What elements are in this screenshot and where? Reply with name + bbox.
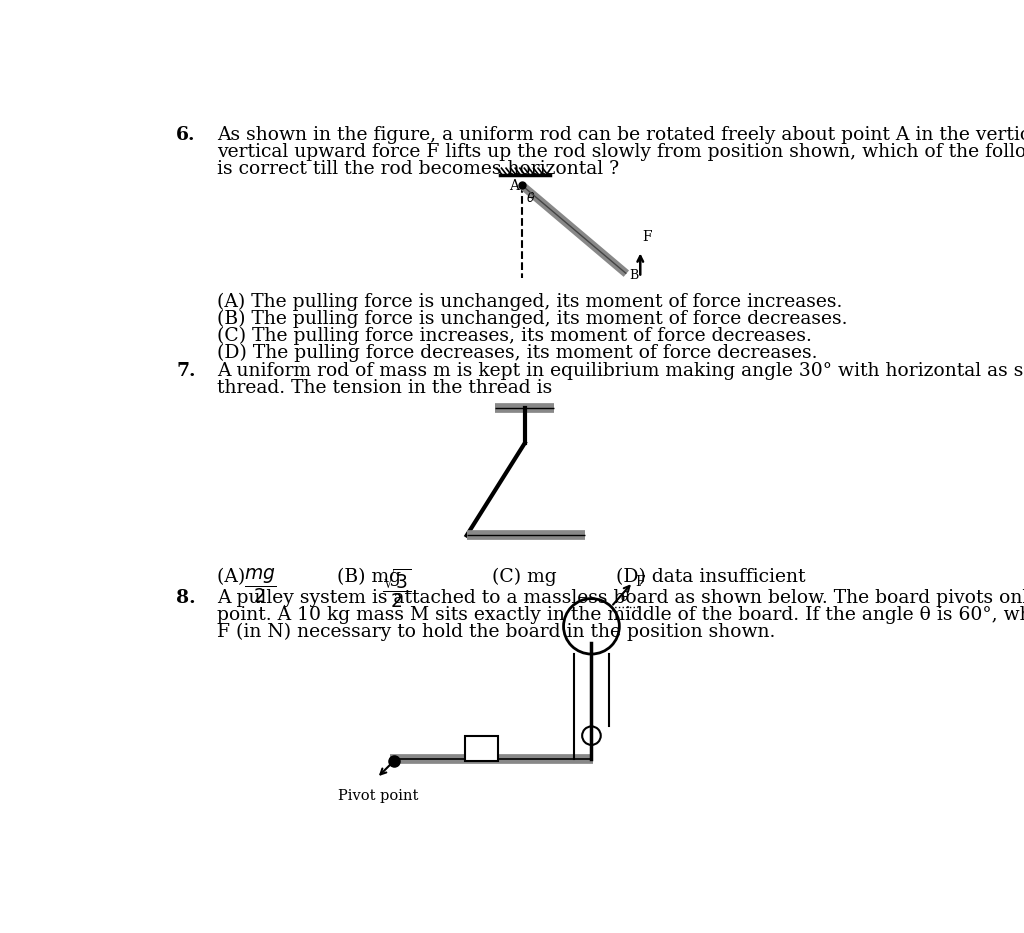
- Text: (C) mg: (C) mg: [493, 568, 557, 586]
- Text: A pulley system is attached to a massless board as shown below. The board pivots: A pulley system is attached to a massles…: [217, 590, 1024, 607]
- Text: M: M: [473, 742, 489, 756]
- Text: (C) The pulling force increases, its moment of force decreases.: (C) The pulling force increases, its mom…: [217, 327, 812, 345]
- Text: (D) The pulling force decreases, its moment of force decreases.: (D) The pulling force decreases, its mom…: [217, 343, 817, 362]
- Text: $\theta$: $\theta$: [621, 590, 630, 604]
- Text: (A): (A): [217, 568, 251, 586]
- Text: $\dfrac{\sqrt{3}}{2}$: $\dfrac{\sqrt{3}}{2}$: [382, 566, 412, 610]
- Text: (A) The pulling force is unchanged, its moment of force increases.: (A) The pulling force is unchanged, its …: [217, 293, 843, 312]
- Text: B: B: [630, 269, 639, 282]
- Text: A: A: [509, 179, 519, 193]
- Text: $\theta$: $\theta$: [525, 191, 535, 205]
- Text: Pivot point: Pivot point: [338, 788, 419, 802]
- Text: (D) data insufficient: (D) data insufficient: [616, 568, 806, 586]
- Text: (B) mg: (B) mg: [337, 568, 401, 586]
- Text: $\dfrac{mg}{2}$: $\dfrac{mg}{2}$: [245, 566, 276, 606]
- Text: As shown in the figure, a uniform rod can be rotated freely about point A in the: As shown in the figure, a uniform rod ca…: [217, 126, 1024, 144]
- Bar: [465, 735, 498, 761]
- Text: 7.: 7.: [176, 362, 196, 381]
- Text: (B) The pulling force is unchanged, its moment of force decreases.: (B) The pulling force is unchanged, its …: [217, 310, 848, 328]
- Text: 8.: 8.: [176, 590, 196, 607]
- Text: point. A 10 kg mass M sits exactly in the middle of the board. If the angle θ is: point. A 10 kg mass M sits exactly in th…: [217, 606, 1024, 624]
- Text: F: F: [643, 230, 652, 244]
- Text: F: F: [635, 575, 645, 589]
- Text: vertical upward force F lifts up the rod slowly from position shown, which of th: vertical upward force F lifts up the rod…: [217, 143, 1024, 160]
- Text: F (in N) necessary to hold the board in the position shown.: F (in N) necessary to hold the board in …: [217, 623, 775, 642]
- Text: 6.: 6.: [176, 126, 196, 144]
- Text: thread. The tension in the thread is: thread. The tension in the thread is: [217, 379, 552, 397]
- Text: A uniform rod of mass m is kept in equilibrium making angle 30° with horizontal : A uniform rod of mass m is kept in equil…: [217, 362, 1024, 381]
- Text: is correct till the rod becomes horizontal ?: is correct till the rod becomes horizont…: [217, 160, 620, 177]
